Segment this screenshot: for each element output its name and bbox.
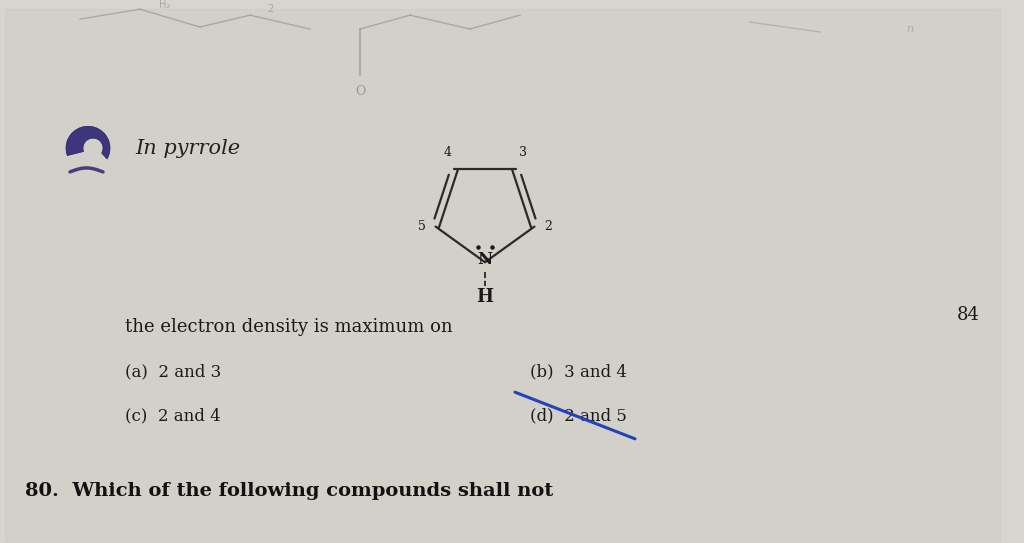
Text: In pyrrole: In pyrrole xyxy=(135,138,240,157)
Text: (c)  2 and 4: (c) 2 and 4 xyxy=(125,407,221,425)
Text: 80.  Which of the following compounds shall not: 80. Which of the following compounds sha… xyxy=(25,482,553,501)
Text: 4: 4 xyxy=(443,146,452,159)
Text: N: N xyxy=(477,251,493,268)
Text: the electron density is maximum on: the electron density is maximum on xyxy=(125,318,453,336)
Text: 2: 2 xyxy=(267,4,273,14)
Text: 3: 3 xyxy=(518,146,526,159)
Text: H: H xyxy=(476,288,494,306)
PathPatch shape xyxy=(66,127,110,159)
Text: n: n xyxy=(906,24,913,34)
Text: O: O xyxy=(354,85,366,98)
Text: 5: 5 xyxy=(418,220,426,233)
Text: (a)  2 and 3: (a) 2 and 3 xyxy=(125,364,221,381)
Text: 84: 84 xyxy=(957,306,980,324)
Text: (d)  2 and 5: (d) 2 and 5 xyxy=(530,407,627,425)
Text: (b)  3 and 4: (b) 3 and 4 xyxy=(530,364,627,381)
Text: H₂: H₂ xyxy=(160,0,171,10)
Text: 2: 2 xyxy=(545,220,552,233)
